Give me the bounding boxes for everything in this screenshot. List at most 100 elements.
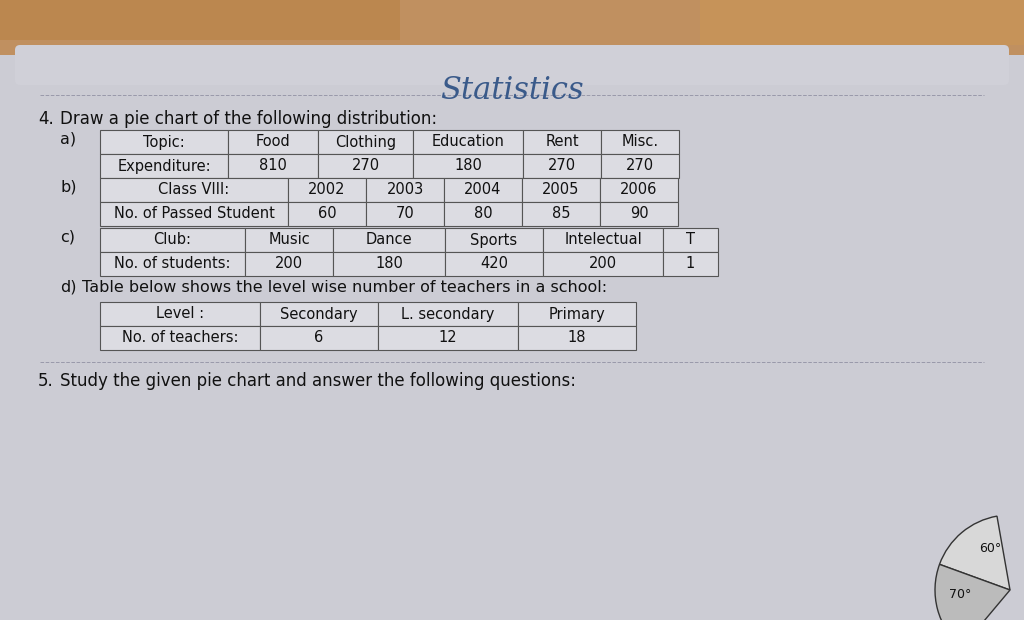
Bar bbox=[318, 154, 413, 178]
Text: Topic:: Topic: bbox=[143, 135, 185, 149]
Text: 180: 180 bbox=[454, 159, 482, 174]
Bar bbox=[100, 252, 245, 276]
Bar bbox=[663, 252, 718, 276]
Text: 270: 270 bbox=[626, 159, 654, 174]
Text: 810: 810 bbox=[259, 159, 287, 174]
Bar bbox=[600, 202, 678, 226]
Bar bbox=[522, 178, 600, 202]
Text: c): c) bbox=[60, 230, 75, 245]
Text: No. of teachers:: No. of teachers: bbox=[122, 330, 239, 345]
Text: 70°: 70° bbox=[949, 588, 971, 601]
Text: Intelectual: Intelectual bbox=[564, 232, 642, 247]
Text: 180: 180 bbox=[375, 257, 402, 272]
Bar bbox=[0, 0, 400, 40]
Bar bbox=[228, 154, 318, 178]
Text: Clothing: Clothing bbox=[335, 135, 396, 149]
Bar bbox=[100, 202, 288, 226]
Bar bbox=[378, 302, 518, 326]
Text: Dance: Dance bbox=[366, 232, 413, 247]
Text: Food: Food bbox=[256, 135, 291, 149]
Bar bbox=[260, 302, 378, 326]
Bar bbox=[100, 228, 245, 252]
Text: 85: 85 bbox=[552, 206, 570, 221]
Text: 270: 270 bbox=[548, 159, 577, 174]
Bar bbox=[543, 252, 663, 276]
Bar bbox=[260, 326, 378, 350]
Bar bbox=[333, 252, 445, 276]
Text: Study the given pie chart and answer the following questions:: Study the given pie chart and answer the… bbox=[60, 372, 575, 390]
Bar bbox=[523, 130, 601, 154]
Bar bbox=[245, 228, 333, 252]
Bar bbox=[100, 326, 260, 350]
Text: Draw a pie chart of the following distribution:: Draw a pie chart of the following distri… bbox=[60, 110, 437, 128]
Text: 2005: 2005 bbox=[543, 182, 580, 198]
Bar bbox=[100, 178, 288, 202]
Text: Misc.: Misc. bbox=[622, 135, 658, 149]
Text: Primary: Primary bbox=[549, 306, 605, 322]
Text: 70: 70 bbox=[395, 206, 415, 221]
Text: Club:: Club: bbox=[154, 232, 191, 247]
Wedge shape bbox=[935, 564, 1010, 620]
Bar bbox=[378, 326, 518, 350]
Text: 5.: 5. bbox=[38, 372, 53, 390]
Text: Rent: Rent bbox=[545, 135, 579, 149]
Bar bbox=[288, 202, 366, 226]
Text: T: T bbox=[686, 232, 695, 247]
Text: Sports: Sports bbox=[470, 232, 517, 247]
Bar bbox=[601, 130, 679, 154]
Bar bbox=[245, 252, 333, 276]
Text: 200: 200 bbox=[589, 257, 617, 272]
Text: No. of Passed Student: No. of Passed Student bbox=[114, 206, 274, 221]
Bar bbox=[100, 130, 228, 154]
Bar bbox=[413, 130, 523, 154]
Bar bbox=[444, 178, 522, 202]
Text: 270: 270 bbox=[351, 159, 380, 174]
Bar bbox=[600, 178, 678, 202]
Text: Statistics: Statistics bbox=[440, 75, 584, 106]
Text: 12: 12 bbox=[438, 330, 458, 345]
Text: 80: 80 bbox=[474, 206, 493, 221]
Bar bbox=[522, 202, 600, 226]
Text: 2006: 2006 bbox=[621, 182, 657, 198]
Bar bbox=[413, 154, 523, 178]
Bar bbox=[318, 130, 413, 154]
Bar bbox=[663, 228, 718, 252]
Bar bbox=[445, 252, 543, 276]
FancyBboxPatch shape bbox=[15, 45, 1009, 85]
Text: 200: 200 bbox=[274, 257, 303, 272]
Bar bbox=[518, 326, 636, 350]
Text: No. of students:: No. of students: bbox=[115, 257, 230, 272]
Bar bbox=[700, 0, 1024, 45]
Text: Class VIII:: Class VIII: bbox=[159, 182, 229, 198]
Text: 90: 90 bbox=[630, 206, 648, 221]
Text: Table below shows the level wise number of teachers in a school:: Table below shows the level wise number … bbox=[82, 280, 607, 295]
Text: d): d) bbox=[60, 280, 77, 295]
Text: a): a) bbox=[60, 132, 76, 147]
Text: Secondary: Secondary bbox=[281, 306, 357, 322]
Bar bbox=[445, 228, 543, 252]
Text: 1: 1 bbox=[686, 257, 695, 272]
Text: 18: 18 bbox=[567, 330, 587, 345]
Bar bbox=[601, 154, 679, 178]
Text: Education: Education bbox=[431, 135, 505, 149]
Bar bbox=[100, 302, 260, 326]
Text: 60: 60 bbox=[317, 206, 336, 221]
Bar bbox=[518, 302, 636, 326]
Bar bbox=[333, 228, 445, 252]
Bar bbox=[523, 154, 601, 178]
Bar bbox=[366, 178, 444, 202]
Text: 6: 6 bbox=[314, 330, 324, 345]
Text: b): b) bbox=[60, 180, 77, 195]
Text: 2004: 2004 bbox=[464, 182, 502, 198]
Bar bbox=[0, 0, 1024, 60]
Text: 2002: 2002 bbox=[308, 182, 346, 198]
Bar bbox=[288, 178, 366, 202]
Text: Level :: Level : bbox=[156, 306, 204, 322]
Text: 2003: 2003 bbox=[386, 182, 424, 198]
Text: L. secondary: L. secondary bbox=[401, 306, 495, 322]
Text: 60°: 60° bbox=[979, 541, 1001, 554]
Bar bbox=[366, 202, 444, 226]
Bar bbox=[228, 130, 318, 154]
Text: 4.: 4. bbox=[38, 110, 53, 128]
Wedge shape bbox=[940, 516, 1010, 590]
